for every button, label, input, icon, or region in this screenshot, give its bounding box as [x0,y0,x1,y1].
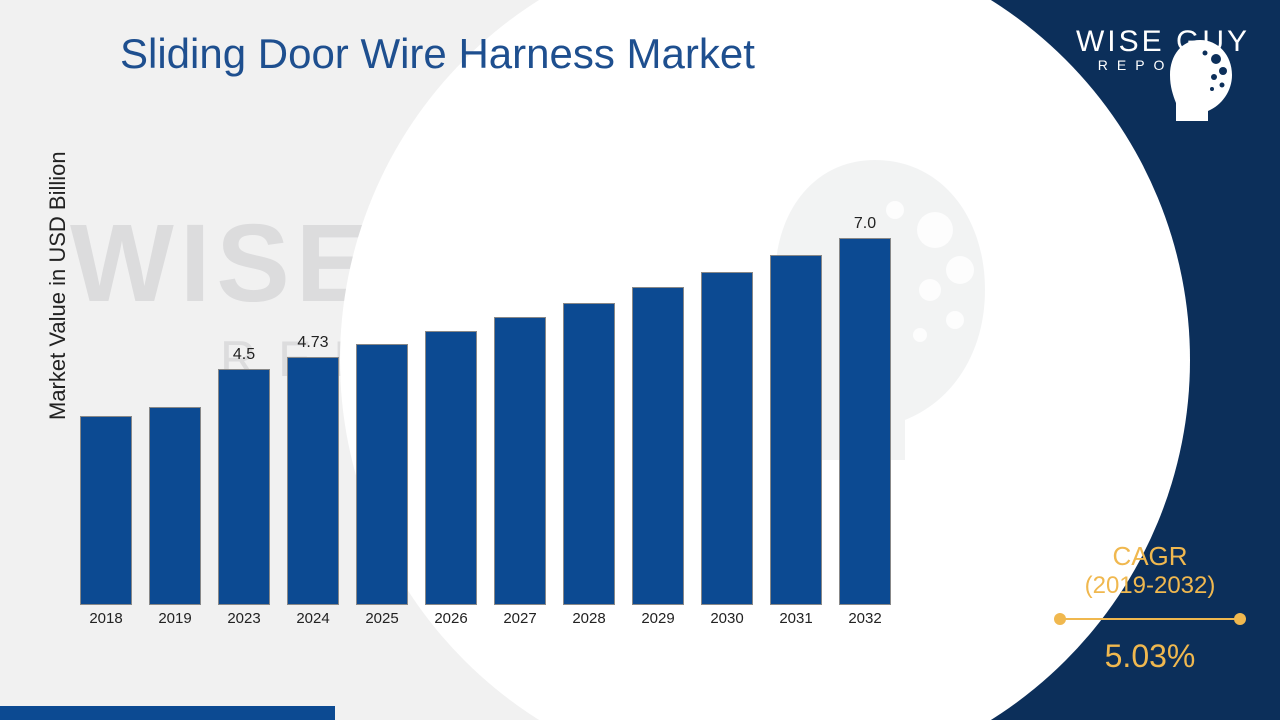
x-tick-label: 2025 [356,610,408,635]
cagr-divider [1060,618,1240,620]
bar-group [356,344,408,605]
bar [356,344,408,605]
cagr-period: (2019-2032) [1020,572,1280,600]
logo-head-icon [1160,35,1240,125]
bar-group: 4.5 [218,369,270,605]
x-tick-label: 2028 [563,610,615,635]
bars-container: 4.5 4.73 7.0 [80,185,900,605]
bar-group [80,416,132,605]
x-tick-label: 2026 [425,610,477,635]
bar: 4.5 [218,369,270,605]
bar-group [770,255,822,605]
bar-group [632,287,684,605]
x-tick-label: 2029 [632,610,684,635]
bar [701,272,753,605]
bar: 7.0 [839,238,891,606]
bar-value-label: 7.0 [854,215,876,233]
x-tick-label: 2032 [839,610,891,635]
bar-group [701,272,753,605]
bar-group [149,407,201,605]
x-tick-label: 2031 [770,610,822,635]
cagr-label: CAGR [1020,541,1280,572]
bottom-accent-strip [0,706,335,720]
x-tick-label: 2023 [218,610,270,635]
bar-group: 4.73 [287,357,339,605]
bar-value-label: 4.5 [233,346,255,364]
x-tick-label: 2019 [149,610,201,635]
infographic-page: WISE GUY REPORTS Sliding Door Wire Harne… [0,0,1280,720]
bar [632,287,684,605]
cagr-value: 5.03% [1020,638,1280,675]
x-tick-label: 2030 [701,610,753,635]
bar-group [425,331,477,605]
bar [80,416,132,605]
x-tick-label: 2027 [494,610,546,635]
y-axis-label: Market Value in USD Billion [45,151,71,420]
brand-logo: WISE GUY REPORTS [1076,25,1250,73]
bar: 4.73 [287,357,339,605]
x-tick-label: 2024 [287,610,339,635]
bar [149,407,201,605]
cagr-block: CAGR (2019-2032) 5.03% [1020,541,1280,675]
bar [425,331,477,605]
bar [770,255,822,605]
bar [563,303,615,605]
bar-group [563,303,615,605]
chart-title: Sliding Door Wire Harness Market [120,30,755,78]
bar [494,317,546,605]
x-tick-label: 2018 [80,610,132,635]
bar-group [494,317,546,605]
x-axis-ticks: 2018 2019 2023 2024 2025 2026 2027 2028 2029 2030… [80,610,900,635]
bar-group: 7.0 [839,238,891,606]
bar-value-label: 4.73 [297,334,328,352]
